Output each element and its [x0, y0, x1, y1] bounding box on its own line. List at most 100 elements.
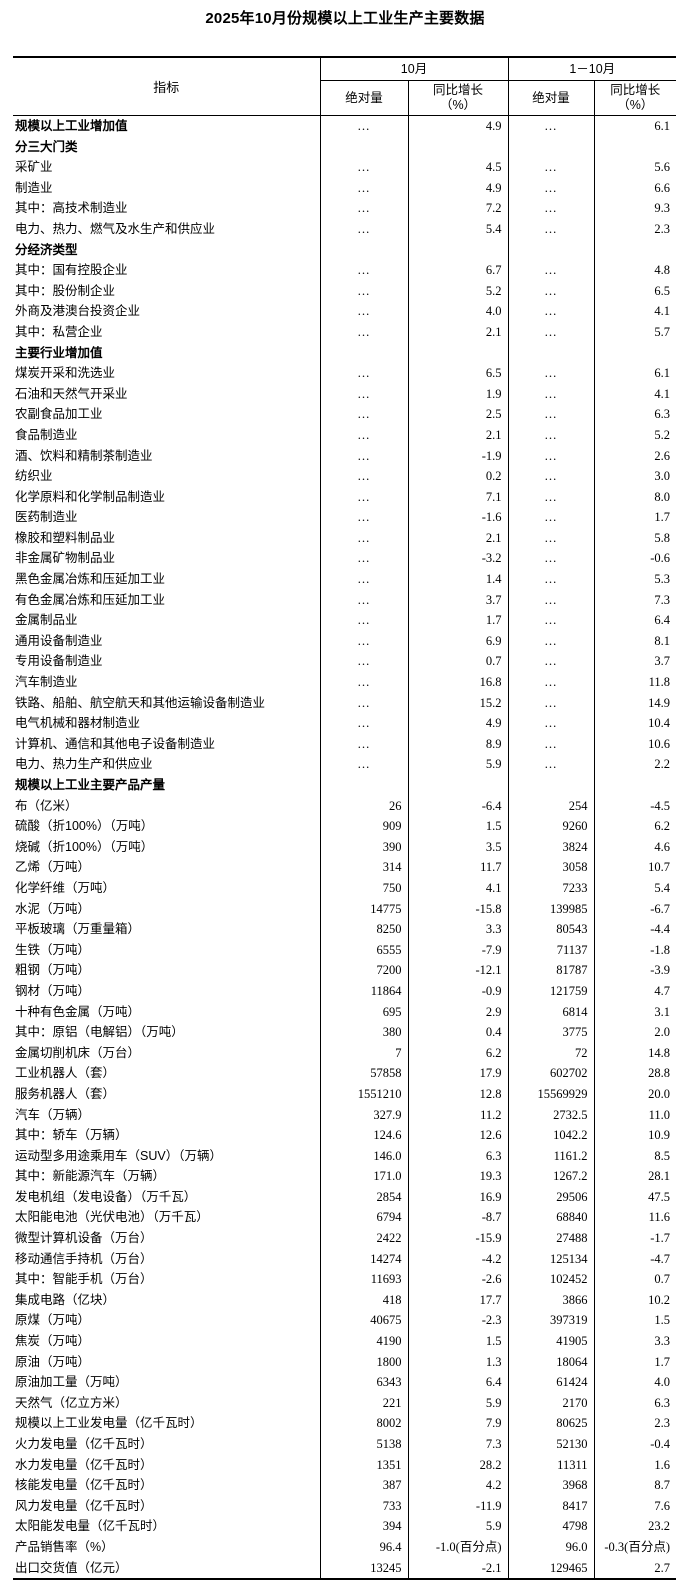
- row-abs-month: …: [319, 466, 408, 487]
- row-indicator-label: 农副食品加工业: [15, 407, 103, 422]
- table-row: 布（亿米） 26 -6.4 254 -4.5: [13, 795, 677, 817]
- row-abs-month: 695: [319, 1001, 408, 1023]
- row-abs-cumulative: …: [507, 363, 594, 384]
- row-yoy-month: 7.1: [407, 486, 508, 508]
- table-row: 移动通信手持机（万台） 14274 -4.2 125134 -4.7: [13, 1248, 677, 1270]
- row-yoy-month: -11.9: [407, 1495, 508, 1517]
- row-yoy-cumulative: 6.1: [593, 363, 677, 384]
- row-yoy-cumulative: -0.4: [593, 1434, 677, 1455]
- table-row: 通用设备制造业 … 6.9 … 8.1: [13, 630, 677, 652]
- row-abs-month: 146.0: [319, 1145, 408, 1167]
- ellipsis-placeholder: …: [544, 489, 558, 504]
- row-yoy-cumulative: 28.8: [593, 1063, 677, 1084]
- row-yoy-month: 5.9: [407, 754, 508, 775]
- table-row: 烧碱（折100%）（万吨） 390 3.5 3824 4.6: [13, 836, 677, 858]
- row-abs-month: …: [319, 548, 408, 570]
- row-abs-month: …: [319, 177, 408, 199]
- table-row: 天然气（亿立方米） 221 5.9 2170 6.3: [13, 1392, 677, 1414]
- row-abs-cumulative: …: [507, 754, 594, 775]
- row-yoy-month: 6.9: [407, 630, 508, 652]
- row-yoy-month: 3.5: [407, 836, 508, 858]
- row-yoy-month: -7.9: [407, 939, 508, 961]
- row-yoy-cumulative: 8.1: [593, 630, 677, 652]
- row-indicator-label: 硫酸（折100%）（万吨）: [15, 819, 154, 834]
- ellipsis-placeholder: …: [544, 366, 558, 381]
- row-yoy-month: -1.0(百分点): [407, 1536, 508, 1558]
- row-yoy-month: 16.9: [407, 1186, 508, 1208]
- row-yoy-cumulative: 5.7: [593, 321, 677, 343]
- row-abs-cumulative: 68840: [507, 1207, 594, 1229]
- row-indicator-label: 电力、热力生产和供应业: [15, 757, 153, 772]
- row-yoy-cumulative: 3.3: [593, 1331, 677, 1352]
- row-yoy-cumulative: 10.2: [593, 1289, 677, 1311]
- industrial-production-table: 指标 10月 1－10月 绝对量 同比增长 （%） 绝对量 同比增长 （%） 规…: [13, 56, 677, 1580]
- row-abs-month: 124.6: [319, 1125, 408, 1146]
- row-yoy-month: 15.2: [407, 692, 508, 714]
- row-abs-cumulative: 4798: [507, 1516, 594, 1537]
- header-yoy-month-line2: （%）: [439, 98, 477, 112]
- ellipsis-placeholder: …: [544, 675, 558, 690]
- row-indicator-label: 运动型多用途乘用车（SUV）（万辆）: [15, 1148, 222, 1163]
- table-row: 其中：原铝（电解铝）（万吨） 380 0.4 3775 2.0: [13, 1022, 677, 1043]
- row-indicator-label: 生铁（万吨）: [15, 942, 91, 957]
- row-yoy-month: -0.9: [407, 980, 508, 1002]
- row-yoy-cumulative: 6.1: [593, 115, 677, 137]
- table-row: 焦炭（万吨） 4190 1.5 41905 3.3: [13, 1331, 677, 1352]
- row-indicator-label: 烧碱（折100%）（万吨）: [15, 839, 154, 854]
- row-yoy-cumulative: [593, 136, 677, 158]
- ellipsis-placeholder: …: [357, 263, 371, 278]
- row-abs-month: [319, 775, 408, 796]
- ellipsis-placeholder: …: [544, 572, 558, 587]
- row-yoy-month: 7.3: [407, 1434, 508, 1455]
- row-abs-cumulative: 6814: [507, 1001, 594, 1023]
- row-abs-month: …: [319, 692, 408, 714]
- table-row: 农副食品加工业 … 2.5 … 6.3: [13, 404, 677, 425]
- row-yoy-cumulative: 2.7: [593, 1557, 677, 1580]
- row-yoy-cumulative: 8.0: [593, 486, 677, 508]
- ellipsis-placeholder: …: [357, 592, 371, 607]
- table-row: 核能发电量（亿千瓦时） 387 4.2 3968 8.7: [13, 1475, 677, 1496]
- table-row: 橡胶和塑料制品业 … 2.1 … 5.8: [13, 527, 677, 549]
- row-yoy-cumulative: [593, 775, 677, 796]
- table-row: 发电机组（发电设备）（万千瓦） 2854 16.9 29506 47.5: [13, 1186, 677, 1208]
- row-abs-cumulative: …: [507, 280, 594, 302]
- row-yoy-month: -15.9: [407, 1228, 508, 1249]
- row-abs-month: …: [319, 424, 408, 446]
- row-indicator-label: 出口交货值（亿元）: [13, 1557, 320, 1580]
- row-abs-cumulative: 52130: [507, 1434, 594, 1455]
- row-yoy-month: 12.8: [407, 1083, 508, 1105]
- row-abs-month: 909: [319, 816, 408, 837]
- row-yoy-month: -2.1: [407, 1557, 508, 1580]
- row-abs-cumulative: 80625: [507, 1413, 594, 1434]
- row-yoy-month: 2.1: [407, 527, 508, 549]
- row-yoy-cumulative: 4.1: [593, 301, 677, 322]
- row-yoy-cumulative: 10.9: [593, 1125, 677, 1146]
- row-abs-cumulative: 129465: [507, 1557, 594, 1580]
- row-yoy-cumulative: 3.0: [593, 466, 677, 487]
- table-row: 医药制造业 … -1.6 … 1.7: [13, 507, 677, 528]
- row-abs-month: 2422: [319, 1228, 408, 1249]
- header-period-cumulative: 1－10月: [507, 56, 677, 81]
- ellipsis-placeholder: …: [357, 180, 371, 195]
- table-row: 火力发电量（亿千瓦时） 5138 7.3 52130 -0.4: [13, 1434, 677, 1455]
- row-abs-cumulative: 139985: [507, 898, 594, 920]
- row-yoy-cumulative: 6.5: [593, 280, 677, 302]
- row-yoy-cumulative: 5.8: [593, 527, 677, 549]
- table-row: 其中：股份制企业 … 5.2 … 6.5: [13, 280, 677, 302]
- row-abs-month: 40675: [319, 1310, 408, 1332]
- row-yoy-cumulative: -1.8: [593, 939, 677, 961]
- row-indicator-label: 水泥（万吨）: [15, 901, 91, 916]
- table-row: 煤炭开采和洗选业 … 6.5 … 6.1: [13, 363, 677, 384]
- row-indicator-label: 酒、饮料和精制茶制造业: [15, 448, 153, 463]
- ellipsis-placeholder: …: [544, 716, 558, 731]
- table-row: 采矿业 … 4.5 … 5.6: [13, 157, 677, 178]
- ellipsis-placeholder: …: [357, 695, 371, 710]
- row-indicator-label: 专用设备制造业: [15, 654, 103, 669]
- row-yoy-month: 4.5: [407, 157, 508, 178]
- row-indicator-label: 金属切削机床（万台）: [15, 1045, 141, 1060]
- ellipsis-placeholder: …: [357, 407, 371, 422]
- row-yoy-month: 17.9: [407, 1063, 508, 1084]
- row-yoy-cumulative: 5.3: [593, 569, 677, 590]
- table-row: 水泥（万吨） 14775 -15.8 139985 -6.7: [13, 898, 677, 920]
- ellipsis-placeholder: …: [357, 448, 371, 463]
